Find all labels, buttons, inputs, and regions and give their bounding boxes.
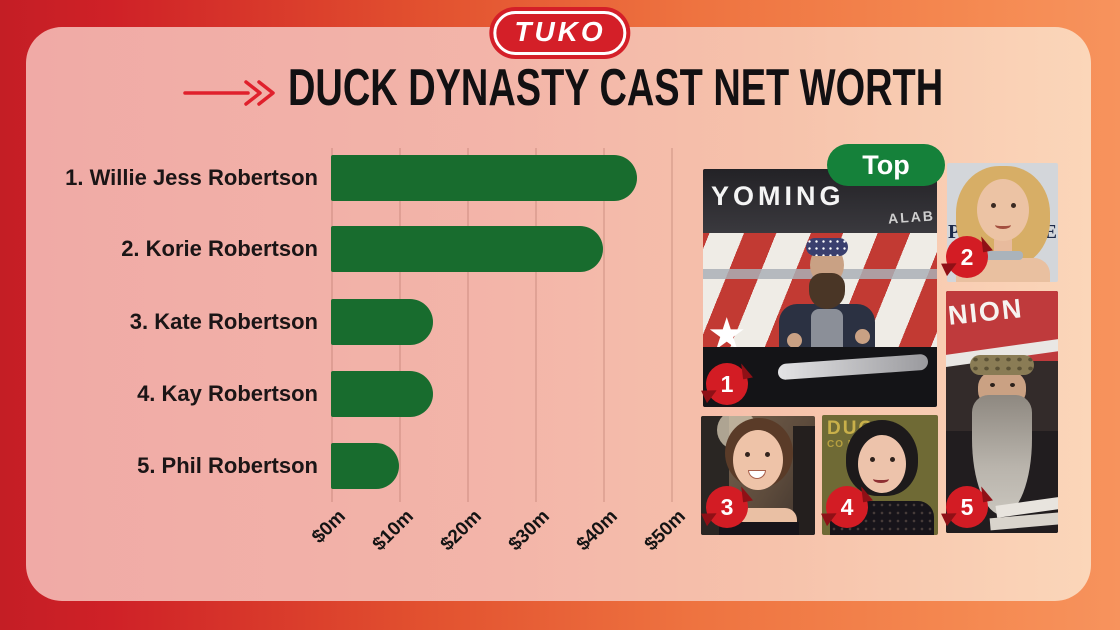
rank-badge-2: 2 xyxy=(946,236,988,278)
rank-badge-5: 5 xyxy=(946,486,988,528)
photo4-eye xyxy=(890,457,895,462)
photo1-sign-text: YOMING xyxy=(711,181,845,211)
photo3-background-figure xyxy=(793,426,815,535)
bar-label-kay: 4. Kay Robertson xyxy=(137,381,318,406)
photo4-face xyxy=(858,435,906,493)
bar-willie xyxy=(331,155,637,201)
gridline-30m xyxy=(535,148,537,502)
photo4-smile xyxy=(873,475,889,483)
top-badge: Top xyxy=(827,144,945,186)
photo2-eye xyxy=(1011,203,1016,208)
photo3-face xyxy=(733,430,783,490)
bar-label-phil: 5. Phil Robertson xyxy=(137,453,318,478)
tuko-logo-text: TUKO xyxy=(514,16,606,47)
photo3-eye xyxy=(745,452,750,457)
photo5-camo-bandana xyxy=(970,355,1034,375)
photo1-beard xyxy=(809,273,845,309)
gridline-40m xyxy=(603,148,605,502)
photo1-podium-streak xyxy=(777,353,928,381)
bar-label-kate: 3. Kate Robertson xyxy=(129,309,318,334)
tuko-logo-ring: TUKO xyxy=(493,11,627,55)
photo1-person-hand xyxy=(787,333,802,348)
photo2-face xyxy=(977,179,1029,241)
bar-label-willie: 1. Willie Jess Robertson xyxy=(65,165,318,190)
gridline-50m xyxy=(671,148,673,502)
photo1-person-hand xyxy=(855,329,870,344)
photo2-eye xyxy=(991,203,996,208)
photo5-eye xyxy=(1010,383,1015,387)
bar-korie xyxy=(331,226,603,272)
photo1-sign-text-2: ALAB xyxy=(887,207,936,227)
photo3-dress xyxy=(719,522,799,535)
tuko-logo: TUKO xyxy=(489,7,631,59)
photo4-eye xyxy=(870,457,875,462)
rank-badge-1: 1 xyxy=(706,363,748,405)
bar-kate xyxy=(331,299,433,345)
photo-rank-3 xyxy=(701,416,815,535)
photo2-choker xyxy=(983,251,1023,260)
bar-kay xyxy=(331,371,433,417)
photo5-eye xyxy=(990,383,995,387)
rank-badge-4: 4 xyxy=(826,486,868,528)
gridline-20m xyxy=(467,148,469,502)
rank-badge-3: 3 xyxy=(706,486,748,528)
bar-phil xyxy=(331,443,399,489)
title-arrow-icon xyxy=(183,80,275,106)
bar-label-korie: 2. Korie Robertson xyxy=(121,236,318,261)
page-title: DUCK DYNASTY CAST NET WORTH xyxy=(288,59,944,117)
photo3-eye xyxy=(765,452,770,457)
photo4-poster-text-2: CO M xyxy=(827,439,858,450)
photo5-sign-text: NION xyxy=(946,293,1025,331)
photo2-smile xyxy=(995,221,1011,229)
photo1-bandana xyxy=(806,238,848,256)
